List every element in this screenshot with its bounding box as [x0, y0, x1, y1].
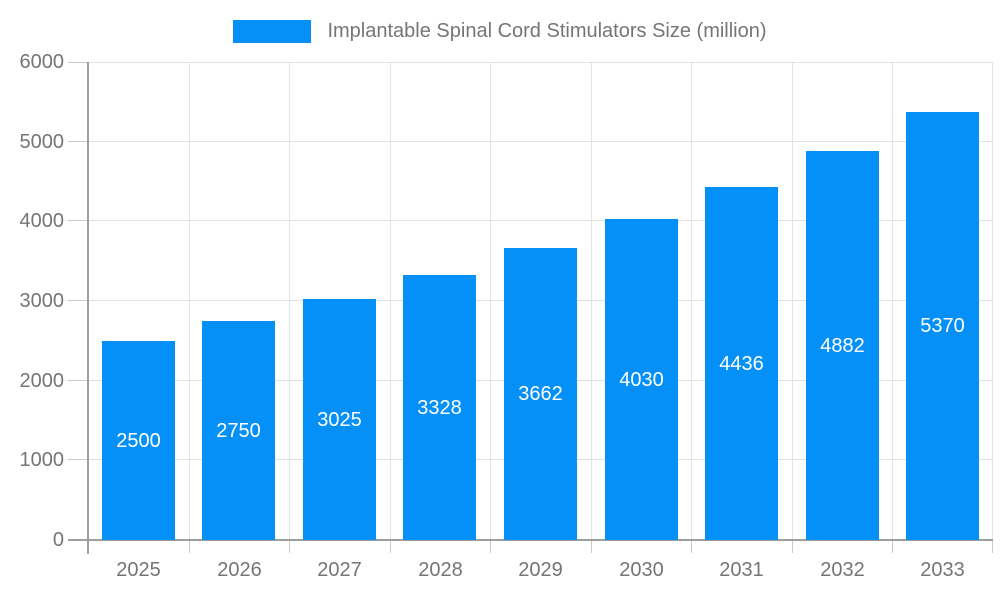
x-tick-mark — [490, 540, 491, 553]
x-tick-label: 2032 — [820, 559, 865, 581]
x-tick-label: 2027 — [317, 559, 362, 581]
v-gridline — [289, 62, 290, 540]
bar: 2500 — [102, 341, 175, 540]
y-tick-mark — [68, 220, 88, 221]
x-tick-mark — [691, 540, 692, 553]
v-gridline — [490, 62, 491, 540]
y-tick-mark — [68, 459, 88, 460]
y-tick-label: 0 — [52, 529, 64, 551]
x-tick-mark — [792, 540, 793, 553]
bar-value-label: 5370 — [920, 315, 965, 337]
h-gridline — [88, 141, 993, 142]
x-tick-mark — [892, 540, 893, 553]
bar: 4436 — [705, 187, 778, 540]
x-tick-label: 2028 — [418, 559, 463, 581]
y-tick-label: 6000 — [19, 51, 65, 73]
x-tick-mark — [289, 540, 290, 553]
bar-value-label: 4436 — [719, 352, 764, 375]
x-tick-label: 2029 — [518, 559, 563, 581]
v-gridline — [691, 62, 692, 540]
legend-swatch — [233, 20, 312, 43]
bar-value-label: 3662 — [518, 383, 563, 405]
v-gridline — [992, 62, 993, 540]
plot-area: 2500 2750 3025 3328 3662 4030 4436 4882 5370 — [68, 62, 993, 554]
legend: Implantable Spinal Cord Stimulators Size… — [0, 19, 1000, 44]
x-tick-label: 2026 — [217, 559, 262, 581]
x-tick-mark — [591, 540, 592, 553]
y-tick-mark — [68, 380, 88, 381]
x-tick-label: 2025 — [116, 559, 161, 581]
y-tick-mark — [68, 62, 88, 63]
x-tick-label: 2030 — [619, 559, 664, 581]
v-gridline — [591, 62, 592, 540]
y-tick-label: 1000 — [19, 449, 65, 471]
bar-value-label: 3025 — [317, 408, 362, 431]
bar-value-label: 3328 — [417, 396, 462, 419]
bar: 4030 — [605, 219, 678, 540]
bar-value-label: 2750 — [216, 419, 261, 442]
v-gridline — [390, 62, 391, 540]
bar: 3328 — [403, 275, 476, 540]
legend-label: Implantable Spinal Cord Stimulators Size… — [327, 20, 767, 42]
x-tick-mark — [390, 540, 391, 553]
x-tick-mark — [189, 540, 190, 553]
bar-value-label: 4030 — [619, 368, 664, 391]
bar-value-label: 4882 — [820, 334, 865, 357]
y-tick-label: 5000 — [19, 131, 65, 153]
bar: 5370 — [906, 112, 979, 540]
y-axis-line — [87, 62, 89, 554]
bar-value-label: 2500 — [116, 429, 161, 452]
y-tick-label: 3000 — [19, 290, 65, 312]
v-gridline — [892, 62, 893, 540]
v-gridline — [189, 62, 190, 540]
y-tick-mark — [68, 141, 88, 142]
v-gridline — [792, 62, 793, 540]
y-tick-mark — [68, 300, 88, 301]
bar: 2750 — [202, 321, 275, 540]
bar: 3662 — [504, 248, 577, 540]
x-tick-label: 2031 — [719, 559, 764, 581]
y-tick-label: 2000 — [19, 370, 65, 392]
bar: 4882 — [806, 151, 879, 540]
x-tick-mark — [992, 540, 993, 553]
bar: 3025 — [303, 299, 376, 540]
x-tick-label: 2033 — [920, 559, 965, 581]
y-axis-labels: 0 1000 2000 3000 4000 5000 6000 — [0, 51, 65, 551]
x-axis-labels: 2025 2026 2027 2028 2029 2030 2031 2032 2033 — [88, 557, 993, 587]
h-gridline — [88, 220, 993, 221]
y-tick-label: 4000 — [19, 210, 65, 232]
h-gridline — [88, 62, 993, 63]
x-axis-line — [68, 539, 993, 541]
